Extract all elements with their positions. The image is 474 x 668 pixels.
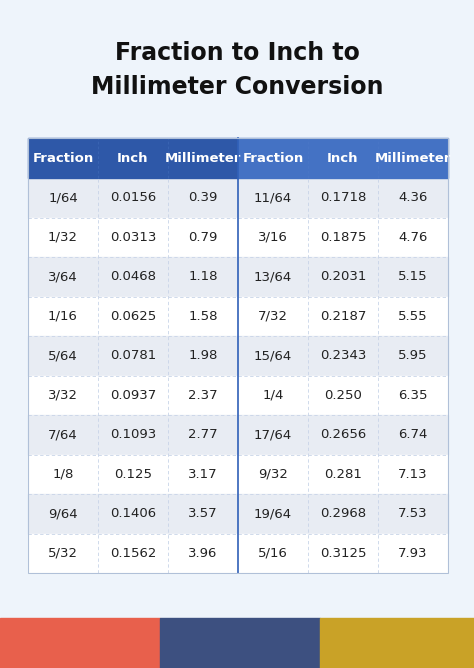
Text: 15/64: 15/64 (254, 349, 292, 362)
Text: 1/16: 1/16 (48, 310, 78, 323)
Text: 0.39: 0.39 (188, 191, 218, 204)
Text: 3/32: 3/32 (48, 389, 78, 401)
Bar (0, 618, 160, 668)
Text: 4.76: 4.76 (398, 230, 428, 244)
Bar (28, 257, 448, 297)
Text: Fraction to Inch to
Millimeter Conversion: Fraction to Inch to Millimeter Conversio… (91, 41, 383, 99)
Bar (28, 534, 448, 573)
Text: Fraction: Fraction (32, 152, 94, 164)
Text: 4.36: 4.36 (398, 191, 428, 204)
Text: 7/32: 7/32 (258, 310, 288, 323)
Text: 0.0156: 0.0156 (110, 191, 156, 204)
Text: 0.79: 0.79 (188, 230, 218, 244)
Text: Inch: Inch (117, 152, 149, 164)
Bar (28, 415, 448, 454)
Bar (28, 375, 448, 415)
Text: 0.0625: 0.0625 (110, 310, 156, 323)
Bar (28, 138, 238, 178)
Text: 7/64: 7/64 (48, 428, 78, 442)
Text: 5/16: 5/16 (258, 546, 288, 560)
Bar (28, 454, 448, 494)
Text: 0.1562: 0.1562 (110, 546, 156, 560)
Text: 0.1093: 0.1093 (110, 428, 156, 442)
Text: 5.55: 5.55 (398, 310, 428, 323)
Text: 0.125: 0.125 (114, 468, 152, 481)
Bar (28, 218, 448, 257)
Text: 6.74: 6.74 (398, 428, 428, 442)
Text: 5.15: 5.15 (398, 271, 428, 283)
Text: 0.281: 0.281 (324, 468, 362, 481)
Text: 9/32: 9/32 (258, 468, 288, 481)
Bar (28, 336, 448, 375)
Text: 5.95: 5.95 (398, 349, 428, 362)
Bar (28, 297, 448, 336)
Text: 0.250: 0.250 (324, 389, 362, 401)
Text: 2.77: 2.77 (188, 428, 218, 442)
Text: 1.18: 1.18 (188, 271, 218, 283)
Bar (320, 618, 474, 668)
Text: 0.2031: 0.2031 (320, 271, 366, 283)
Text: 0.0313: 0.0313 (110, 230, 156, 244)
Text: 0.1406: 0.1406 (110, 507, 156, 520)
Text: 3/16: 3/16 (258, 230, 288, 244)
Text: Millimeter: Millimeter (165, 152, 241, 164)
Bar (28, 494, 448, 534)
Text: 0.2656: 0.2656 (320, 428, 366, 442)
Bar (28, 178, 448, 218)
Text: 6.35: 6.35 (398, 389, 428, 401)
Text: 11/64: 11/64 (254, 191, 292, 204)
Text: 0.0937: 0.0937 (110, 389, 156, 401)
Text: 19/64: 19/64 (254, 507, 292, 520)
Bar (28, 138, 448, 573)
Text: 7.53: 7.53 (398, 507, 428, 520)
Text: 3.96: 3.96 (188, 546, 218, 560)
Text: 0.2187: 0.2187 (320, 310, 366, 323)
Text: 0.0781: 0.0781 (110, 349, 156, 362)
Text: 1/4: 1/4 (262, 389, 283, 401)
Bar (160, 618, 320, 668)
Text: 9/64: 9/64 (48, 507, 78, 520)
Text: 1/64: 1/64 (48, 191, 78, 204)
Text: 5/32: 5/32 (48, 546, 78, 560)
Text: 3.17: 3.17 (188, 468, 218, 481)
Text: 7.13: 7.13 (398, 468, 428, 481)
Text: 0.3125: 0.3125 (320, 546, 366, 560)
Text: 2.37: 2.37 (188, 389, 218, 401)
Text: 5/64: 5/64 (48, 349, 78, 362)
Text: Millimeter: Millimeter (375, 152, 451, 164)
Bar (238, 138, 448, 178)
Text: 0.0468: 0.0468 (110, 271, 156, 283)
Text: Fraction: Fraction (242, 152, 304, 164)
Text: 3.57: 3.57 (188, 507, 218, 520)
Text: 7.93: 7.93 (398, 546, 428, 560)
Text: 1/32: 1/32 (48, 230, 78, 244)
Text: Inch: Inch (327, 152, 359, 164)
Text: 17/64: 17/64 (254, 428, 292, 442)
Text: 1.58: 1.58 (188, 310, 218, 323)
Text: 13/64: 13/64 (254, 271, 292, 283)
Text: 0.2968: 0.2968 (320, 507, 366, 520)
Text: 1/8: 1/8 (52, 468, 73, 481)
Text: 1.98: 1.98 (188, 349, 218, 362)
Text: 0.1718: 0.1718 (320, 191, 366, 204)
Text: 3/64: 3/64 (48, 271, 78, 283)
Text: 0.1875: 0.1875 (320, 230, 366, 244)
Text: 0.2343: 0.2343 (320, 349, 366, 362)
